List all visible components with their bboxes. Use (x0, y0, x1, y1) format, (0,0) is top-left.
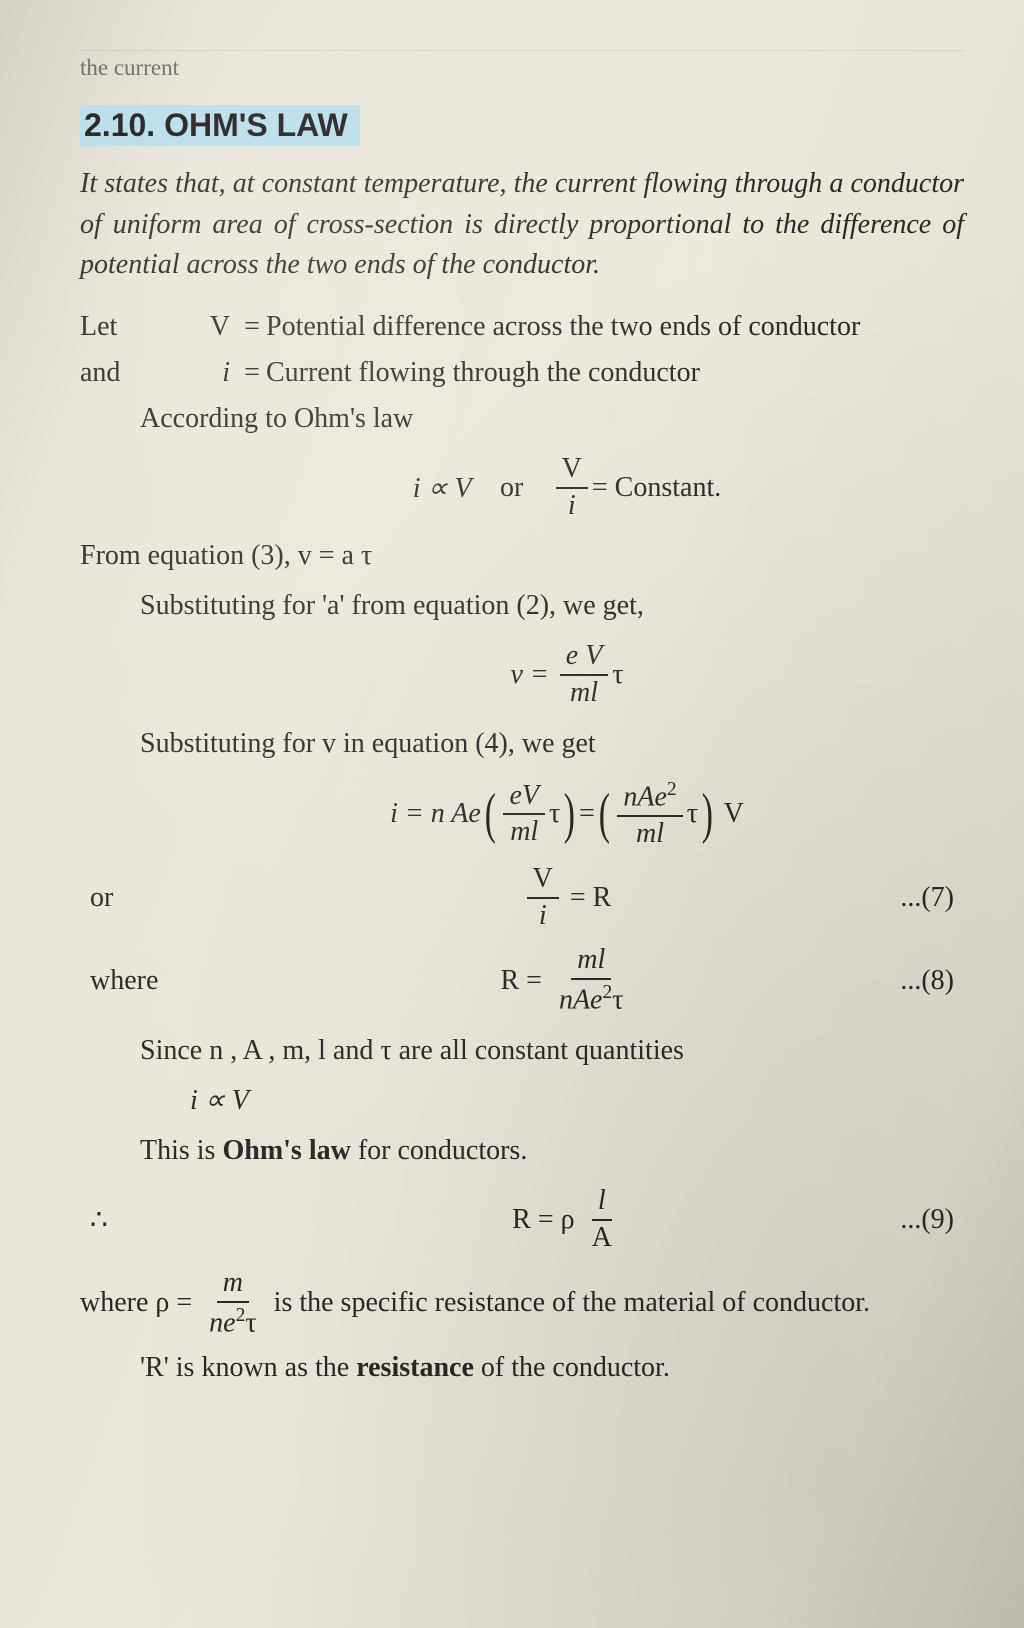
frac2: nAe2 ml (617, 779, 682, 850)
paren-close-2: ) (702, 792, 713, 837)
where-rho-lhs: where ρ = (80, 1282, 192, 1324)
from-eq3-line: From equation (3), v = a τ (80, 535, 964, 577)
paren-open: ( (485, 792, 496, 837)
ohms-law-bold: Ohm's law (222, 1135, 350, 1166)
or-separator: or (472, 472, 552, 504)
r-resistance-line: 'R' is known as the resistance of the co… (80, 1347, 964, 1389)
therefore-prefix: ∴ (80, 1203, 270, 1237)
eq-i-full: i = n Ae ( eV ml τ ) = ( nAe2 ml τ ) V (80, 779, 964, 850)
i-definition: Current flowing through the conductor (266, 352, 964, 394)
substituting-a-line: Substituting for 'a' from equation (2), … (80, 585, 964, 627)
frac1: eV ml (503, 781, 545, 849)
rhs-v: V (724, 798, 744, 830)
i-prop-v: i ∝ V (413, 471, 472, 505)
textbook-page: the current 2.10. OHM'S LAW It states th… (0, 0, 1024, 1628)
eq-8: where R = ml nAe2τ ...(8) (80, 945, 964, 1016)
definition-v: Let V = Potential difference across the … (80, 306, 964, 348)
frac-v-over-i: V i (556, 454, 588, 522)
eq-7: or V i = R ...(7) (80, 864, 964, 932)
mid-equals: = (579, 798, 595, 830)
and-label: and (80, 352, 180, 394)
equals-r: = R (570, 882, 611, 914)
since-constants-line: Since n , A , m, l and τ are all constan… (80, 1030, 964, 1072)
v-lhs: v = (510, 659, 548, 691)
section-title: OHM'S LAW (164, 107, 348, 143)
frac-l-a: l A (586, 1186, 618, 1254)
paren-open-2: ( (598, 792, 609, 837)
frac-rho-def: m ne2τ (203, 1268, 263, 1339)
resistance-bold: resistance (356, 1352, 474, 1383)
frac-r-def: ml nAe2τ (553, 945, 630, 1016)
substituting-v-line: Substituting for v in equation (4), we g… (80, 723, 964, 765)
frac-v-i-2: V i (527, 864, 559, 932)
eq-number-9: ...(9) (864, 1204, 964, 1236)
according-line: According to Ohm's law (80, 398, 964, 440)
equals-sign: = (238, 352, 266, 394)
section-number: 2.10. (84, 107, 155, 143)
i-lhs: i = n Ae (390, 798, 481, 830)
or-prefix: or (80, 882, 270, 914)
law-statement: It states that, at constant temperature,… (80, 164, 964, 286)
eq-v-expression: v = e V ml τ (80, 641, 964, 709)
equals-constant: = Constant. (592, 472, 721, 504)
r-rho-lhs: R = ρ (512, 1204, 574, 1236)
ohms-law-conclusion: This is Ohm's law for conductors. (80, 1130, 964, 1172)
let-label: Let (80, 306, 180, 348)
rho-definition-line: where ρ = m ne2τ is the specific resista… (80, 1268, 964, 1339)
definition-i: and i = Current flowing through the cond… (80, 352, 964, 394)
section-header: 2.10. OHM'S LAW (80, 105, 360, 146)
eq-number-7: ...(7) (864, 882, 964, 914)
i-symbol: i (180, 352, 238, 394)
eq-9: ∴ R = ρ l A ...(9) (80, 1186, 964, 1254)
i-prop-v-line-2: i ∝ V (80, 1080, 964, 1122)
previous-page-fragment: the current (80, 50, 964, 81)
frac-ev-ml: e V ml (560, 641, 609, 709)
equals-sign: = (238, 306, 266, 348)
tau-tail: τ (612, 659, 623, 691)
specific-resistance-text: is the specific resistance of the materi… (274, 1282, 870, 1324)
eq-number-8: ...(8) (864, 965, 964, 997)
v-symbol: V (180, 306, 238, 348)
v-definition: Potential difference across the two ends… (266, 306, 964, 348)
where-prefix: where (80, 965, 270, 997)
paren-close: ) (564, 792, 575, 837)
r-lhs: R = (500, 965, 541, 997)
eq-proportionality: i ∝ V or V i = Constant. (80, 454, 964, 522)
